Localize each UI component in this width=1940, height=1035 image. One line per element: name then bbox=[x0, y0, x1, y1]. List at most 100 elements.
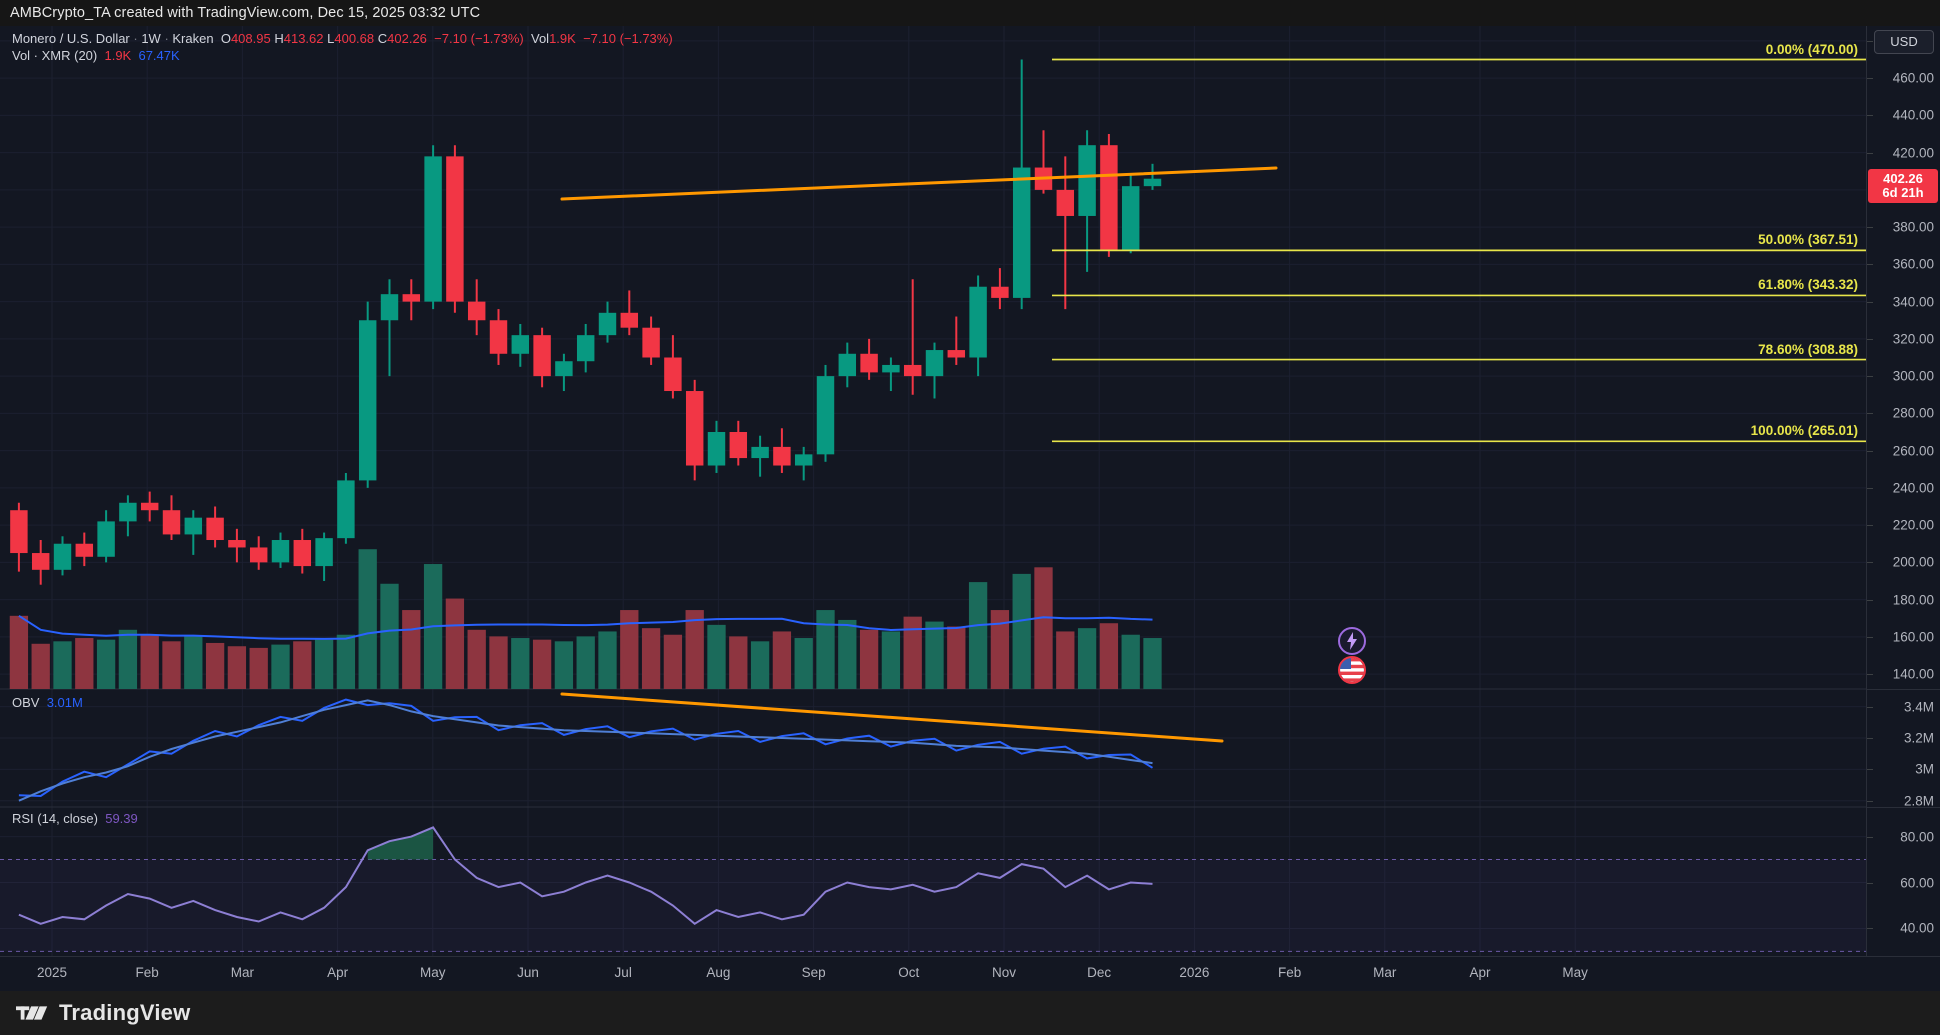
time-axis[interactable]: 2025 Feb Mar Apr May Jun Jul Aug Sep Oct Nov Dec 202… bbox=[0, 956, 1940, 991]
tradingview-mark-icon bbox=[16, 1006, 48, 1020]
obv-tick-label: 3.2M bbox=[1903, 730, 1934, 746]
price-tick-mark bbox=[1867, 487, 1873, 489]
volume-study-title[interactable]: Vol · XMR (20) bbox=[12, 48, 98, 63]
price-tick-label: 260.00 bbox=[1892, 443, 1934, 459]
price-tick-mark bbox=[1867, 264, 1873, 266]
rsi-tick-label: 60.00 bbox=[1900, 875, 1934, 890]
legend-main[interactable]: Monero / U.S. Dollar · 1W · Kraken O408.… bbox=[12, 31, 673, 46]
legend-open-label: O bbox=[220, 31, 231, 46]
obv-tick-mark bbox=[1867, 769, 1873, 771]
chart-frame: 0.00% (470.00) 50.00% (367.51) 61.80% (343… bbox=[0, 26, 1940, 991]
rsi-tick-label: 40.00 bbox=[1900, 920, 1934, 936]
price-tick-mark bbox=[1867, 562, 1873, 564]
time-tick-label: Mar bbox=[230, 965, 255, 980]
time-tick-label: Feb bbox=[1277, 965, 1302, 980]
price-tick-mark bbox=[1867, 338, 1873, 340]
price-tick-mark bbox=[1867, 450, 1873, 452]
price-axis[interactable]: USD 480.00460.00440.00420.00380.00360.00… bbox=[1866, 26, 1940, 956]
price-tick-label: 200.00 bbox=[1892, 554, 1934, 570]
legend-change: −7.10 (−1.73%) bbox=[434, 31, 524, 46]
obv-tick-label: 2.8M bbox=[1903, 793, 1934, 809]
time-tick-label: Aug bbox=[706, 965, 731, 980]
obv-title[interactable]: OBV bbox=[12, 695, 40, 710]
price-tick-label: 360.00 bbox=[1892, 256, 1934, 272]
fib-label-100: 100.00% (265.01) bbox=[1750, 423, 1858, 439]
time-tick-label: Oct bbox=[898, 965, 920, 980]
time-tick-label: May bbox=[1562, 965, 1588, 980]
obv-value: 3.01M bbox=[46, 695, 83, 710]
obv-tick-mark bbox=[1867, 706, 1873, 708]
price-tick-label: 460.00 bbox=[1892, 70, 1934, 86]
price-tick-mark bbox=[1867, 599, 1873, 601]
price-tick-label: 300.00 bbox=[1892, 368, 1934, 384]
time-tick-label: Apr bbox=[1469, 965, 1491, 980]
legend-symbol[interactable]: Monero / U.S. Dollar bbox=[12, 31, 130, 46]
time-tick-label: Dec bbox=[1087, 965, 1112, 980]
legend-vol-value: 1.9K bbox=[549, 31, 576, 46]
axis-pane-separator bbox=[1867, 807, 1940, 808]
legend-close-value: 402.26 bbox=[387, 31, 427, 46]
rsi-tick-mark bbox=[1867, 836, 1873, 838]
tradingview-logo: TradingView bbox=[16, 1000, 190, 1026]
price-tick-label: 240.00 bbox=[1892, 480, 1934, 496]
obv-tick-label: 3.4M bbox=[1903, 699, 1934, 715]
time-tick-label: Nov bbox=[991, 965, 1017, 980]
lightning-icon[interactable] bbox=[1338, 627, 1366, 655]
price-tick-mark bbox=[1867, 413, 1873, 415]
price-tick-label: 140.00 bbox=[1892, 666, 1934, 682]
axis-pane-separator bbox=[1867, 689, 1940, 690]
currency-badge[interactable]: USD bbox=[1874, 30, 1934, 54]
rsi-tick-mark bbox=[1867, 882, 1873, 884]
price-tick-mark bbox=[1867, 115, 1873, 117]
time-tick-label: Apr bbox=[327, 965, 349, 980]
obv-tick-mark bbox=[1867, 800, 1873, 802]
legend-high-label: H bbox=[274, 31, 284, 46]
legend-vol-label: Vol bbox=[531, 31, 550, 46]
price-tick-mark bbox=[1867, 674, 1873, 676]
time-tick-label: Mar bbox=[1373, 965, 1397, 980]
price-tick-mark bbox=[1867, 525, 1873, 527]
price-tick-mark bbox=[1867, 152, 1873, 154]
legend-volume-study[interactable]: Vol · XMR (20) 1.9K 67.47K bbox=[12, 48, 180, 63]
footer-bar: TradingView bbox=[0, 991, 1940, 1035]
price-tick-label: 320.00 bbox=[1892, 331, 1934, 347]
time-tick-label: May bbox=[420, 965, 446, 980]
volume-study-value: 1.9K bbox=[104, 48, 132, 63]
legend-low-label: L bbox=[327, 31, 335, 46]
price-tick-label: 440.00 bbox=[1892, 107, 1934, 123]
current-price-value: 402.26 bbox=[1883, 170, 1923, 186]
price-tick-mark bbox=[1867, 301, 1873, 303]
price-tick-label: 180.00 bbox=[1892, 592, 1934, 608]
obv-tick-label: 3M bbox=[1915, 761, 1934, 777]
price-tick-mark bbox=[1867, 227, 1873, 229]
legend-exchange[interactable]: Kraken bbox=[172, 31, 214, 46]
time-tick-label: Jun bbox=[517, 965, 539, 980]
time-tick-label: Feb bbox=[135, 965, 159, 980]
price-tick-label: 340.00 bbox=[1892, 294, 1934, 310]
plot-area[interactable]: 0.00% (470.00) 50.00% (367.51) 61.80% (343… bbox=[0, 26, 1866, 956]
rsi-tick-mark bbox=[1867, 928, 1873, 930]
legend-high-value: 413.62 bbox=[283, 31, 324, 46]
rsi-title[interactable]: RSI (14, close) bbox=[12, 811, 98, 826]
obv-tick-mark bbox=[1867, 738, 1873, 740]
price-tick-label: 380.00 bbox=[1892, 219, 1934, 235]
time-tick-label: 2025 bbox=[36, 965, 68, 980]
fib-label-0: 0.00% (470.00) bbox=[1765, 41, 1858, 57]
time-tick-label: Sep bbox=[801, 965, 826, 980]
legend-obv-study[interactable]: OBV 3.01M bbox=[12, 695, 83, 710]
price-tick-mark bbox=[1867, 376, 1873, 378]
legend-close-label: C bbox=[377, 31, 388, 46]
price-tick-label: 420.00 bbox=[1892, 145, 1934, 161]
fib-label-50: 50.00% (367.51) bbox=[1758, 232, 1858, 248]
time-tick-label: Jul bbox=[614, 965, 632, 980]
price-tick-mark bbox=[1867, 636, 1873, 638]
price-tick-mark bbox=[1867, 40, 1873, 42]
legend-open-value: 408.95 bbox=[230, 31, 271, 46]
us-flag-icon[interactable] bbox=[1338, 656, 1366, 684]
series-layer bbox=[0, 58, 1866, 952]
legend-rsi-study[interactable]: RSI (14, close) 59.39 bbox=[12, 811, 138, 826]
attribution-bar: AMBCrypto_TA created with TradingView.co… bbox=[0, 0, 1940, 26]
price-tick-mark bbox=[1867, 78, 1873, 80]
current-price-tag: 402.26 6d 21h bbox=[1868, 168, 1938, 203]
legend-interval[interactable]: 1W bbox=[141, 31, 161, 46]
